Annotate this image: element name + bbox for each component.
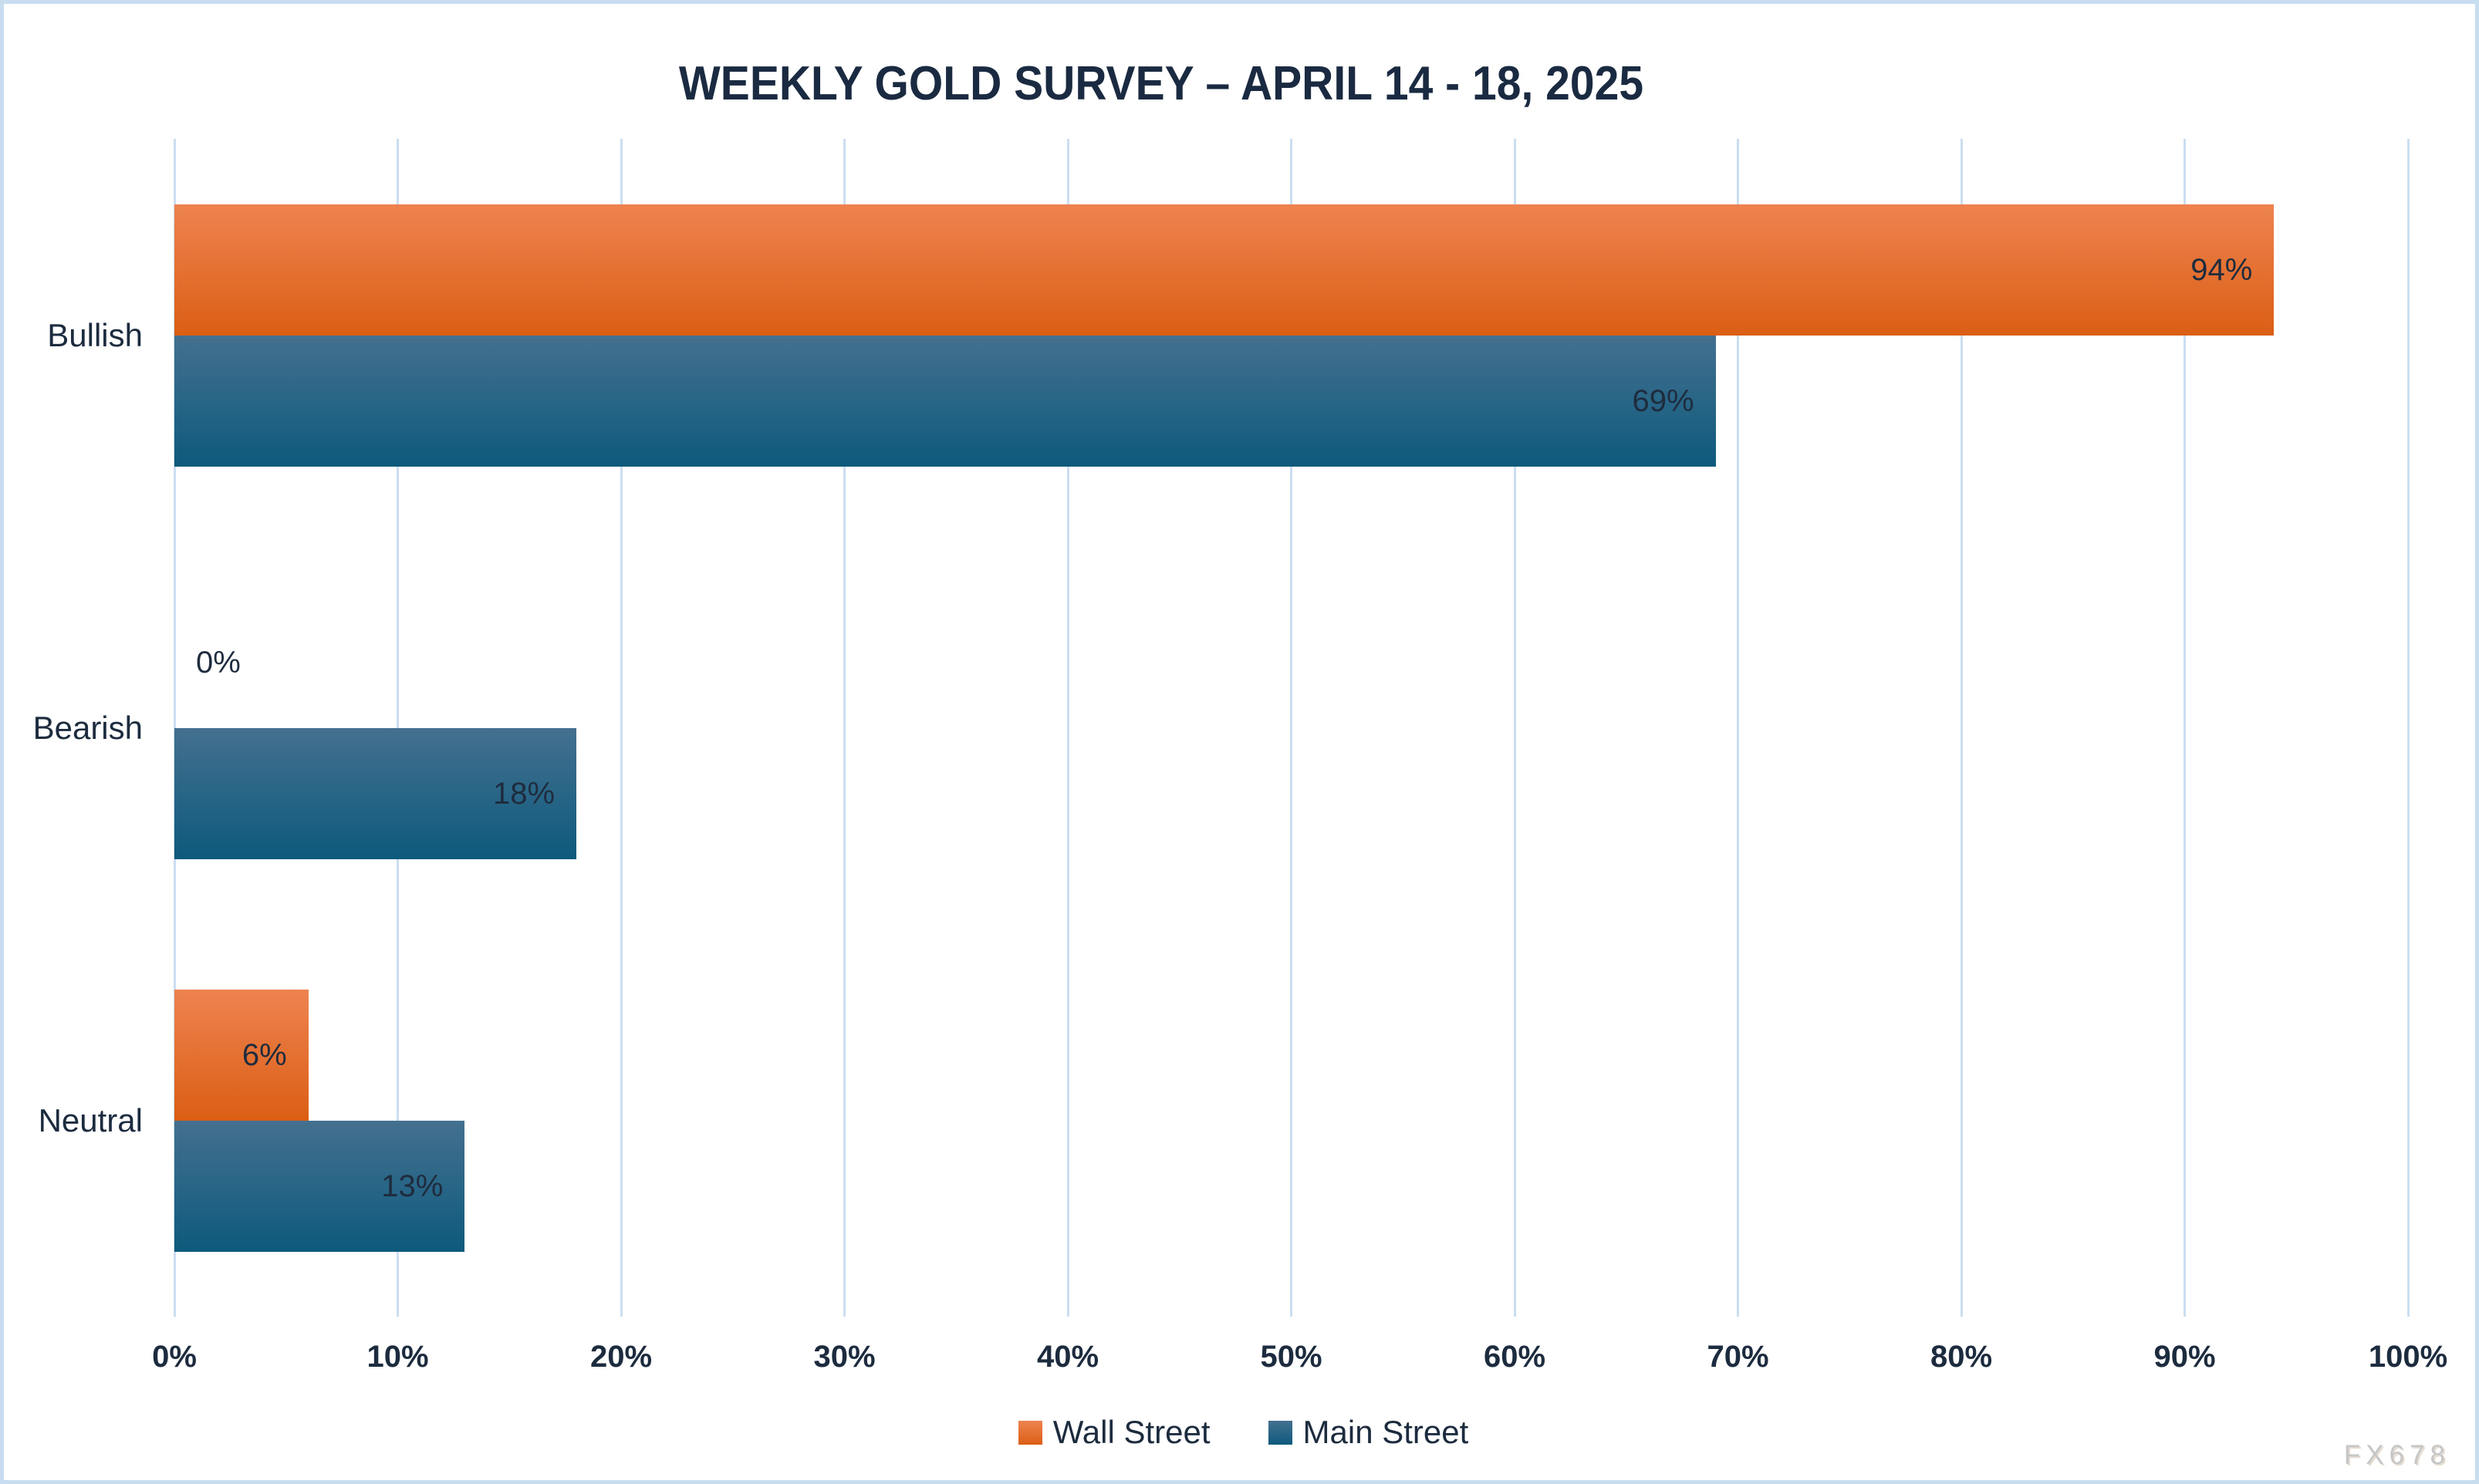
main-street-swatch [1268,1420,1292,1445]
x-tick-label-100%: 100% [2368,1340,2448,1374]
legend-item-wall-street: Wall Street [1018,1414,1211,1451]
x-tick-label-40%: 40% [1036,1340,1099,1374]
x-tick-label-50%: 50% [1260,1340,1322,1374]
legend: Wall Street Main Street [4,1414,2475,1451]
bar-main-street-neutral [174,1120,465,1252]
gridline-30% [843,139,846,1317]
bar-label-main-street-neutral: 13% [381,1169,444,1203]
x-tick-label-90%: 90% [2153,1340,2216,1374]
category-label-bullish: Bullish [47,316,143,353]
x-tick-label-80%: 80% [1930,1340,1993,1374]
gridline-20% [620,139,623,1317]
legend-item-main-street: Main Street [1268,1414,1469,1451]
watermark: FX678 [2343,1440,2450,1470]
gridline-60% [1513,139,1516,1317]
x-tick-label-10%: 10% [366,1340,429,1374]
gridline-40% [1066,139,1069,1317]
plot-area: 0% 10% 20% 30% 40% 50% 60% 70% 80% 90% 100% Bullish… [4,4,2475,1480]
x-tick-label-60%: 60% [1483,1340,1546,1374]
bar-label-wall-street-bullish: 94% [2190,252,2253,287]
gridline-50% [1290,139,1292,1317]
bar-label-main-street-bearish: 18% [493,776,556,811]
x-tick-label-70%: 70% [1707,1340,1769,1374]
bar-main-street-bearish [174,727,577,859]
bar-label-wall-street-bearish: 0% [196,645,241,680]
main-street-legend-label: Main Street [1302,1414,1469,1450]
x-tick-label-30%: 30% [813,1340,876,1374]
bar-main-street-bullish [174,335,1716,467]
gridline-90% [2183,139,2186,1317]
wall-street-swatch [1018,1420,1042,1445]
bar-wall-street-neutral [174,989,309,1121]
x-tick-label-0%: 0% [152,1340,197,1374]
gridline-80% [1960,139,1963,1317]
gridline-70% [1737,139,1739,1317]
x-tick-label-20%: 20% [589,1340,653,1374]
bar-label-wall-street-neutral: 6% [241,1037,287,1072]
category-label-neutral: Neutral [38,1101,143,1138]
bar-wall-street-bullish [174,204,2275,336]
wall-street-legend-label: Wall Street [1052,1414,1211,1450]
bar-label-main-street-bullish: 69% [1632,383,1694,418]
chart-title: WEEKLY GOLD SURVEY – APRIL 14 - 18, 2025 [678,57,1644,110]
gridline-100% [2406,139,2410,1317]
category-label-bearish: Bearish [32,709,143,746]
